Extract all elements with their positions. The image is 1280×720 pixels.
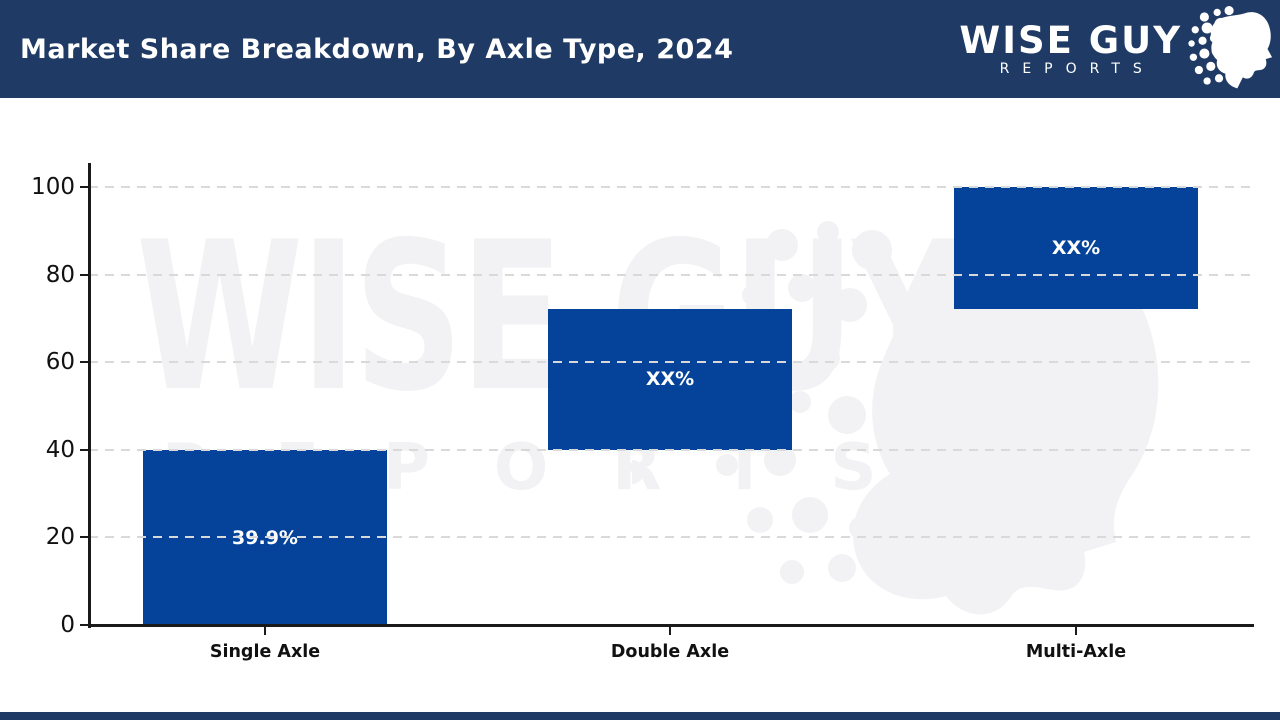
- header-banner: Market Share Breakdown, By Axle Type, 20…: [0, 0, 1280, 98]
- page-title: Market Share Breakdown, By Axle Type, 20…: [20, 33, 734, 65]
- y-tick-mark-0: [80, 624, 88, 626]
- y-tick-label-20: 20: [45, 524, 75, 551]
- x-tick-mark-multi-axle: [1075, 627, 1077, 635]
- y-tick-mark-60: [80, 361, 88, 364]
- x-tick-label-single-axle: Single Axle: [209, 642, 321, 662]
- bar-multi-axle[interactable]: XX%: [954, 187, 1198, 309]
- y-tick-label-40: 40: [45, 436, 75, 463]
- gridline-40: [89, 448, 1253, 451]
- gridline-20: [89, 536, 1253, 539]
- x-tick-label-double-axle: Double Axle: [610, 642, 730, 662]
- gridline-60: [89, 361, 1253, 364]
- x-tick-label-multi-axle: Multi-Axle: [1025, 642, 1127, 662]
- y-tick-mark-100: [80, 186, 88, 188]
- wise-guy-logo: WISE GUY REPORTS: [959, 0, 1280, 98]
- x-tick-mark-double-axle: [669, 627, 671, 635]
- logo-text-reports: REPORTS: [999, 61, 1155, 77]
- plot-area: 0 20 40 60 80 100 39.9% XX% XX% Single Axle Double…: [31, 163, 1254, 662]
- bar-double-axle[interactable]: XX%: [548, 308, 792, 451]
- bar-value-label: XX%: [645, 368, 695, 391]
- bar-value-label: XX%: [1051, 236, 1101, 259]
- footer-bar: [0, 712, 1280, 720]
- y-tick-label-80: 80: [45, 261, 75, 288]
- y-tick-label-60: 60: [45, 349, 75, 376]
- y-tick-label-100: 100: [31, 174, 75, 200]
- y-tick-label-0: 0: [60, 612, 75, 638]
- y-axis-line: [88, 163, 91, 628]
- gridline-80: [89, 273, 1253, 276]
- logo-wordmark: WISE GUY REPORTS: [959, 22, 1182, 76]
- y-tick-mark-20: [80, 536, 88, 539]
- x-axis-line: [88, 624, 1254, 627]
- logo-text-wiseguy: WISE GUY: [959, 19, 1182, 62]
- x-tick-mark-single-axle: [264, 627, 266, 635]
- chart-area: WISE GUY REPORTS 02040608010039.9%XX%XX%…: [0, 98, 1280, 712]
- y-tick-mark-80: [80, 273, 88, 276]
- gridline-100: [89, 186, 1253, 188]
- y-tick-mark-40: [80, 448, 88, 451]
- logo-face-icon: [1188, 6, 1273, 89]
